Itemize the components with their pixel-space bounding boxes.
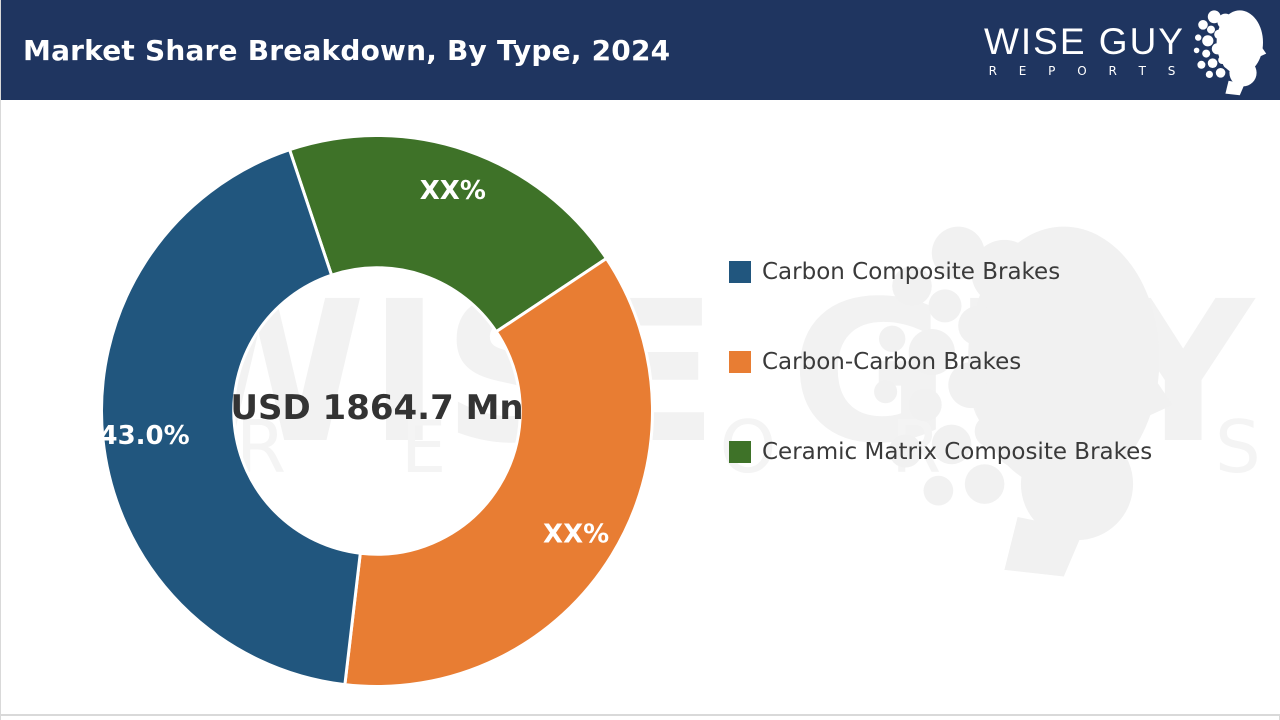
dotted-head-icon (1193, 10, 1267, 96)
legend-swatch-blue-icon (729, 261, 751, 283)
slice-percentage-label: 43.0% (100, 421, 190, 451)
donut-slice (343, 256, 654, 688)
logo-text: WISE GUY R E P O R T S (984, 23, 1185, 78)
wise-guy-reports-logo: WISE GUY R E P O R T S (984, 4, 1267, 96)
legend-swatch-green-icon (729, 441, 751, 463)
donut-slice (288, 134, 608, 334)
legend-item-ceramic-matrix: Ceramic Matrix Composite Brakes (729, 439, 1153, 465)
slice-percentage-label: XX% (543, 519, 609, 549)
chart-canvas: WISE GUY R E P O R T S XX% XX% 43.0% USD 1… (1, 100, 1280, 714)
legend-swatch-orange-icon (729, 351, 751, 373)
donut-slice (100, 148, 362, 687)
page-title: Market Share Breakdown, By Type, 2024 (23, 33, 671, 67)
legend-item-carbon-composite: Carbon Composite Brakes (729, 259, 1152, 285)
legend-label: Carbon Composite Brakes (762, 259, 1061, 285)
logo-subtitle: R E P O R T S (988, 63, 1185, 78)
legend-item-carbon-carbon: Carbon-Carbon Brakes (729, 349, 1152, 375)
bottom-divider (1, 714, 1280, 716)
chart-legend: Carbon Composite Brakes Carbon-Carbon Br… (729, 259, 1153, 465)
legend-label: Carbon-Carbon Brakes (762, 349, 1022, 375)
legend-label: Ceramic Matrix Composite Brakes (762, 439, 1153, 465)
logo-wordmark: WISE GUY (983, 20, 1185, 62)
donut-center-value: USD 1864.7 Mn (230, 388, 524, 428)
donut-chart: XX% XX% 43.0% (100, 134, 654, 688)
slice-percentage-label: XX% (420, 176, 486, 206)
watermark-head-icon (874, 226, 1173, 577)
header-bar: Market Share Breakdown, By Type, 2024 WI… (1, 0, 1280, 100)
